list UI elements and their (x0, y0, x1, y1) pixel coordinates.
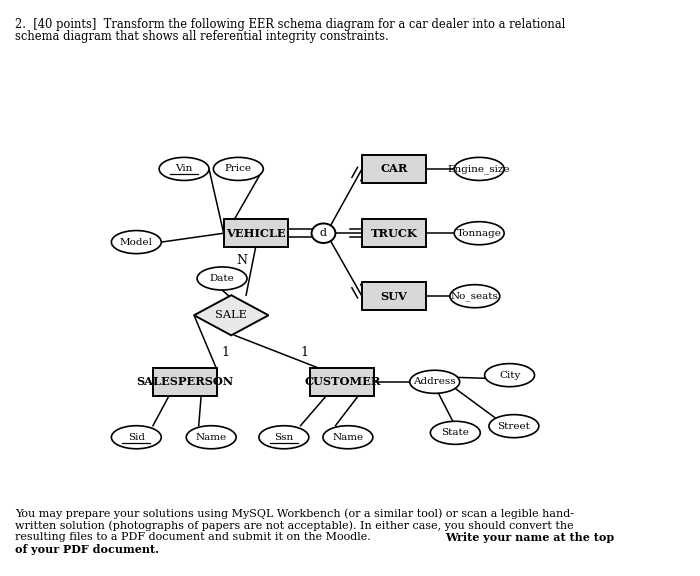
Text: Name: Name (332, 433, 363, 442)
Text: 1: 1 (221, 346, 230, 359)
Text: SALE: SALE (216, 310, 247, 320)
Text: written solution (photographs of papers are not acceptable). In either case, you: written solution (photographs of papers … (15, 520, 574, 530)
Ellipse shape (450, 285, 500, 308)
Ellipse shape (323, 426, 373, 449)
Text: N: N (237, 254, 248, 267)
Ellipse shape (489, 415, 539, 438)
Text: Sid: Sid (128, 433, 145, 442)
Text: City: City (499, 370, 520, 380)
Text: CUSTOMER: CUSTOMER (304, 376, 381, 387)
Text: Ssn: Ssn (274, 433, 293, 442)
Ellipse shape (186, 426, 236, 449)
Text: Date: Date (210, 274, 235, 283)
Text: Vin: Vin (176, 164, 192, 173)
Text: State: State (442, 429, 469, 437)
Ellipse shape (111, 230, 161, 253)
Ellipse shape (111, 426, 161, 449)
Text: CAR: CAR (380, 164, 407, 175)
FancyBboxPatch shape (362, 155, 426, 183)
FancyBboxPatch shape (153, 368, 217, 396)
FancyBboxPatch shape (362, 219, 426, 247)
Text: Tonnage: Tonnage (456, 229, 502, 238)
Ellipse shape (159, 157, 209, 180)
FancyBboxPatch shape (311, 368, 374, 396)
Ellipse shape (454, 222, 504, 245)
Text: Street: Street (498, 422, 531, 431)
Text: Price: Price (225, 164, 252, 173)
Polygon shape (194, 295, 269, 335)
Text: Name: Name (195, 433, 227, 442)
Circle shape (312, 223, 335, 243)
Text: resulting files to a PDF document and submit it on the Moodle.: resulting files to a PDF document and su… (15, 532, 371, 542)
Ellipse shape (259, 426, 309, 449)
FancyBboxPatch shape (362, 282, 426, 310)
Ellipse shape (484, 363, 535, 386)
Text: SALESPERSON: SALESPERSON (136, 376, 234, 387)
Text: You may prepare your solutions using MySQL Workbench (or a similar tool) or scan: You may prepare your solutions using MyS… (15, 508, 575, 518)
Text: TRUCK: TRUCK (370, 228, 417, 238)
Text: SUV: SUV (381, 291, 407, 302)
Text: VEHICLE: VEHICLE (226, 228, 286, 238)
Text: of your PDF document.: of your PDF document. (15, 544, 160, 555)
Text: 2.  [40 points]  Transform the following EER schema diagram for a car dealer int: 2. [40 points] Transform the following E… (15, 18, 566, 32)
Ellipse shape (214, 157, 263, 180)
Text: schema diagram that shows all referential integrity constraints.: schema diagram that shows all referentia… (15, 30, 389, 43)
Text: Engine_size: Engine_size (448, 164, 510, 174)
Text: Model: Model (120, 237, 153, 247)
Ellipse shape (454, 157, 504, 180)
FancyBboxPatch shape (224, 219, 288, 247)
Text: d: d (320, 228, 327, 238)
Ellipse shape (197, 267, 247, 290)
Ellipse shape (430, 421, 480, 444)
Text: Address: Address (414, 377, 456, 386)
Text: No_seats: No_seats (451, 291, 499, 301)
Ellipse shape (410, 370, 460, 393)
Text: Write your name at the top: Write your name at the top (445, 532, 615, 543)
Text: 1: 1 (300, 346, 308, 359)
